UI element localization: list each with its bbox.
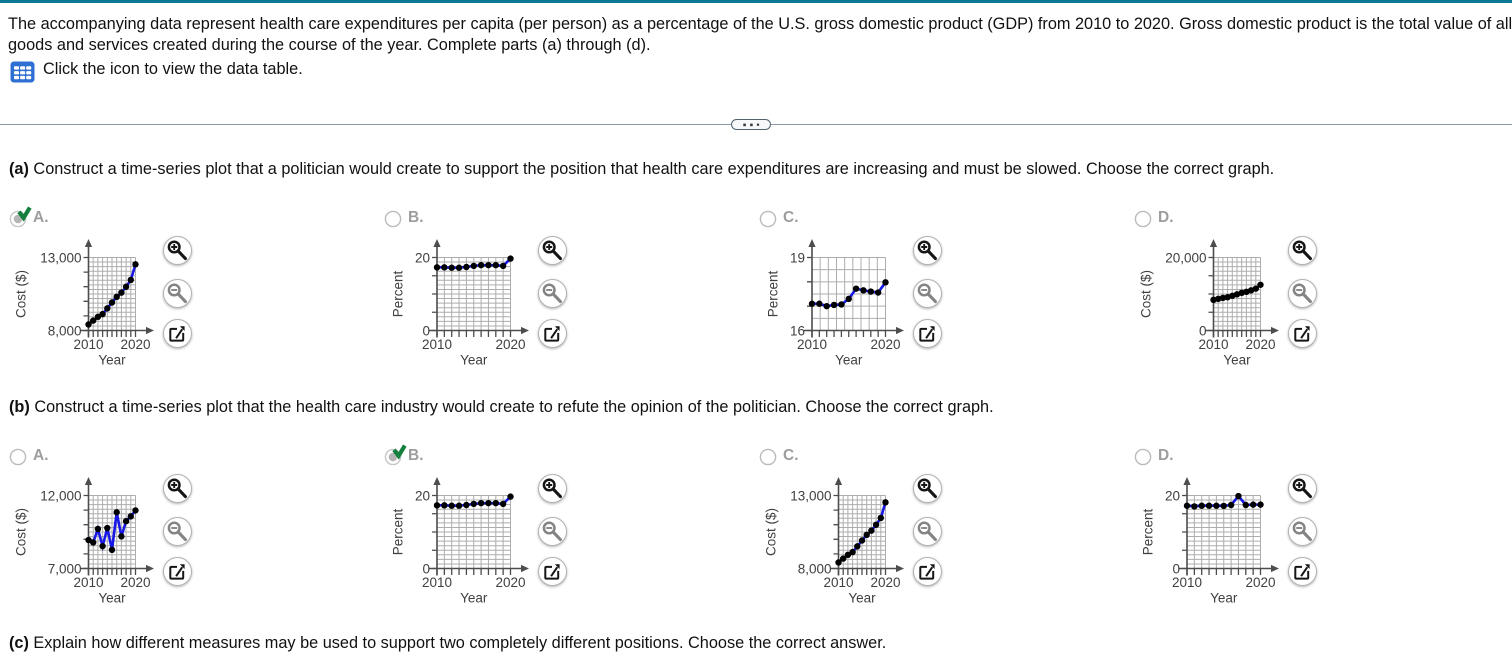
svg-text:12,000: 12,000 — [40, 488, 81, 503]
svg-text:2020: 2020 — [495, 575, 525, 590]
svg-text:0: 0 — [422, 323, 430, 338]
svg-text:Percent: Percent — [1141, 508, 1156, 555]
svg-text:20,000: 20,000 — [1165, 250, 1206, 265]
svg-text:19: 19 — [790, 250, 805, 265]
svg-text:20: 20 — [415, 250, 430, 265]
svg-text:Year: Year — [98, 353, 126, 368]
svg-text:Cost ($): Cost ($) — [1139, 270, 1154, 318]
svg-text:Cost ($): Cost ($) — [14, 270, 29, 318]
svg-text:2020: 2020 — [1245, 337, 1275, 352]
svg-text:2020: 2020 — [120, 337, 150, 352]
svg-text:2010: 2010 — [823, 575, 853, 590]
svg-text:Year: Year — [1210, 591, 1238, 606]
svg-text:2020: 2020 — [1245, 575, 1275, 590]
svg-text:Cost ($): Cost ($) — [14, 508, 29, 556]
svg-text:Percent: Percent — [391, 508, 406, 555]
svg-text:13,000: 13,000 — [40, 250, 81, 265]
svg-text:2010: 2010 — [1172, 575, 1202, 590]
svg-text:16: 16 — [790, 323, 805, 338]
svg-text:Cost ($): Cost ($) — [764, 508, 779, 556]
svg-text:0: 0 — [1199, 323, 1207, 338]
svg-text:Percent: Percent — [391, 270, 406, 317]
svg-text:2010: 2010 — [797, 337, 827, 352]
svg-text:2010: 2010 — [422, 337, 452, 352]
svg-text:2020: 2020 — [495, 337, 525, 352]
svg-text:20: 20 — [415, 488, 430, 503]
svg-text:Year: Year — [835, 353, 863, 368]
svg-text:2010: 2010 — [73, 575, 103, 590]
svg-text:Year: Year — [460, 591, 488, 606]
svg-text:0: 0 — [422, 561, 430, 576]
svg-text:8,000: 8,000 — [48, 323, 82, 338]
svg-text:2010: 2010 — [422, 575, 452, 590]
svg-text:2020: 2020 — [120, 575, 150, 590]
svg-text:Year: Year — [98, 591, 126, 606]
svg-text:20: 20 — [1165, 488, 1180, 503]
svg-text:Year: Year — [848, 591, 876, 606]
svg-text:2010: 2010 — [73, 337, 103, 352]
svg-text:Percent: Percent — [766, 270, 781, 317]
svg-text:2020: 2020 — [870, 575, 900, 590]
svg-text:Year: Year — [1223, 353, 1251, 368]
svg-text:13,000: 13,000 — [790, 488, 831, 503]
svg-text:2020: 2020 — [870, 337, 900, 352]
svg-text:0: 0 — [1172, 561, 1180, 576]
svg-text:2010: 2010 — [1198, 337, 1228, 352]
svg-text:7,000: 7,000 — [48, 561, 82, 576]
svg-text:8,000: 8,000 — [798, 561, 832, 576]
svg-text:Year: Year — [460, 353, 488, 368]
